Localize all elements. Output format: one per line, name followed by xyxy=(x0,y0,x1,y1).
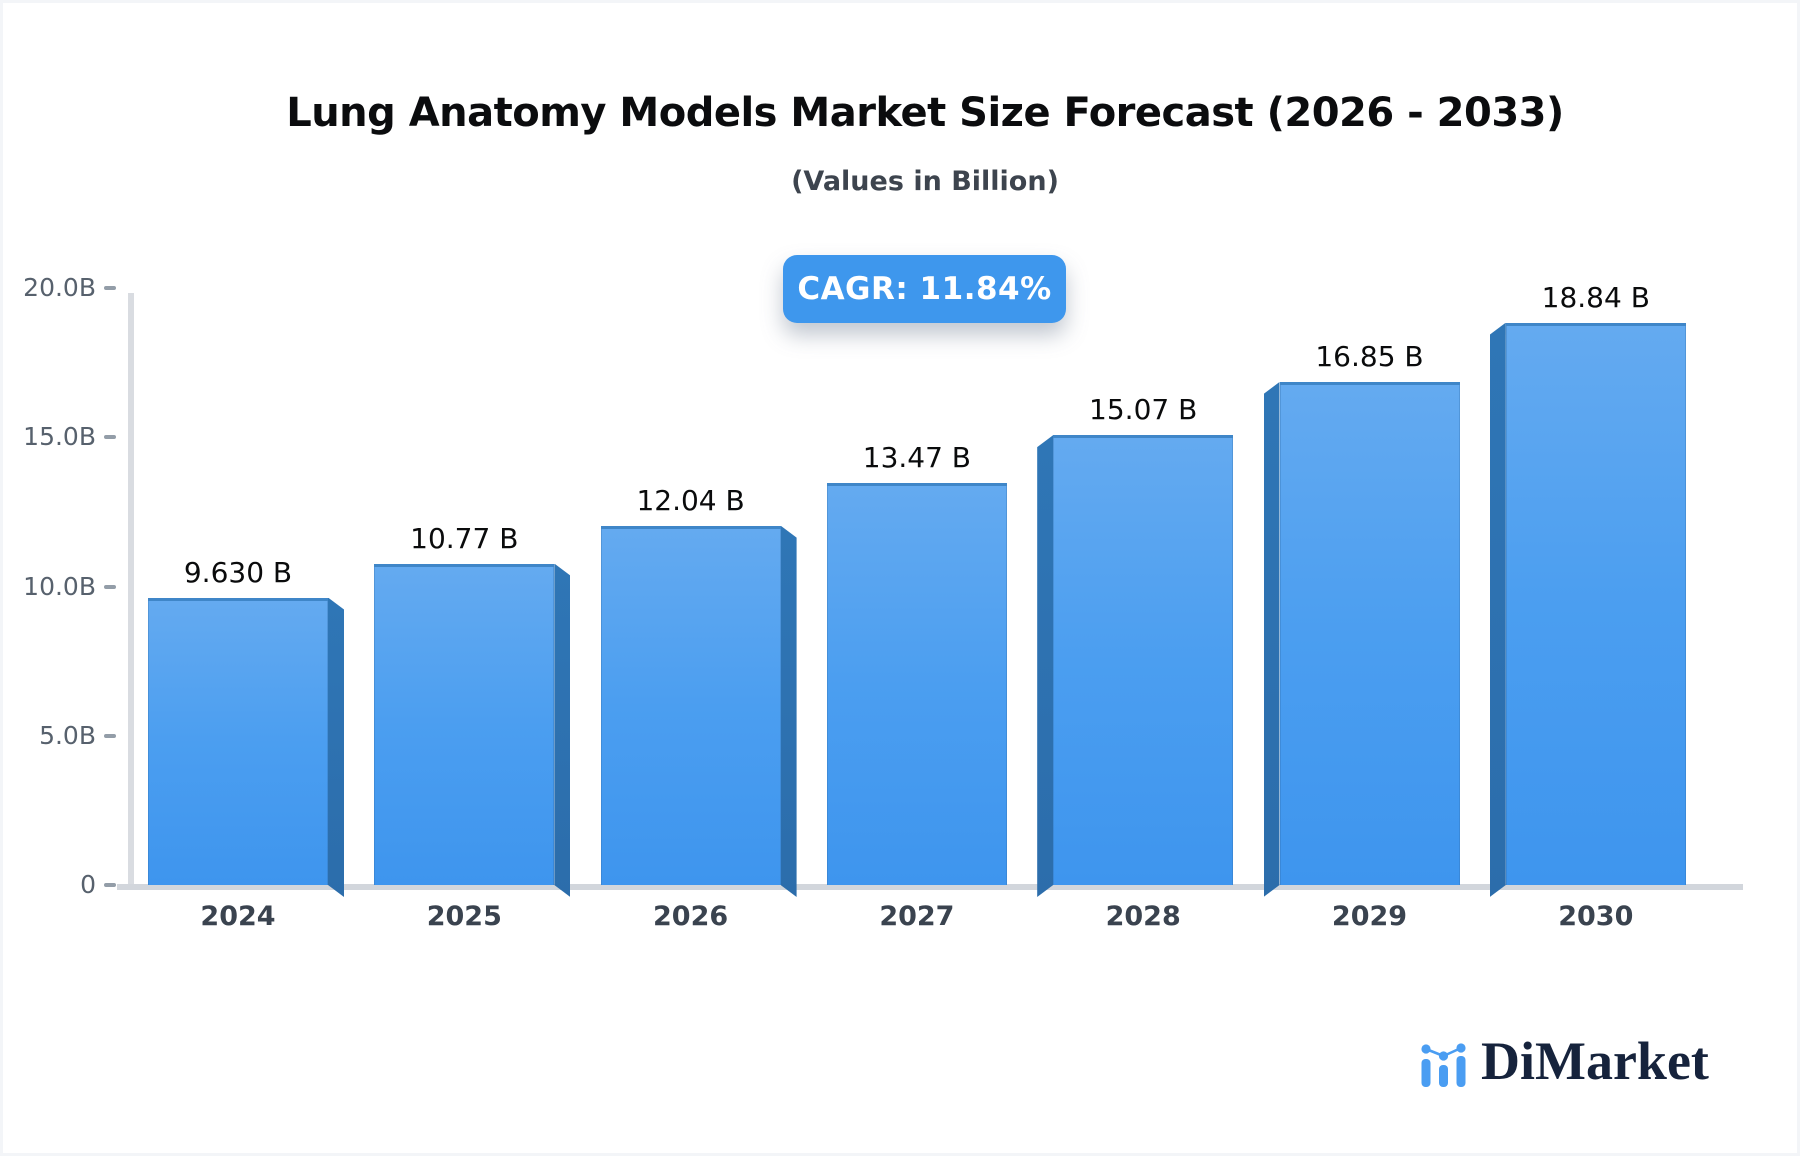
bar-3d-side xyxy=(781,526,797,897)
bar-3d-side xyxy=(1490,323,1506,897)
y-tick-mark xyxy=(104,286,116,290)
bar-value-label: 10.77 B xyxy=(410,521,519,555)
bar-2025 xyxy=(374,563,555,885)
y-tick-label: 20.0B xyxy=(23,273,96,302)
x-axis-label: 2024 xyxy=(200,901,276,932)
y-tick-mark xyxy=(104,733,116,738)
bar-3d-side xyxy=(554,564,570,897)
bar-value-label: 13.47 B xyxy=(862,440,972,474)
x-axis-baseline xyxy=(117,884,1743,890)
cagr-badge-label: CAGR: 11.84% xyxy=(797,271,1052,307)
bar-value-label: 12.04 B xyxy=(636,483,745,517)
bar-2024 xyxy=(148,597,328,885)
bar-2027 xyxy=(826,482,1007,885)
bar-2030 xyxy=(1505,322,1686,885)
y-tick-mark xyxy=(104,435,116,440)
cagr-badge: CAGR: 11.84% xyxy=(783,255,1066,323)
y-tick-label: 15.0B xyxy=(23,422,96,452)
x-axis-label: 2027 xyxy=(879,901,955,932)
bar-3d-side xyxy=(1264,382,1280,897)
y-axis-line xyxy=(128,293,134,884)
bar-value-label: 16.85 B xyxy=(1315,340,1424,374)
chart-title: Lung Anatomy Models Market Size Forecast… xyxy=(286,90,1564,136)
bar-2029 xyxy=(1279,382,1460,885)
bar-3d-side xyxy=(1037,435,1053,897)
y-tick-label: 5.0B xyxy=(39,720,96,750)
x-axis-label: 2025 xyxy=(426,901,502,932)
bar-value-label: 18.84 B xyxy=(1541,280,1650,314)
y-tick-mark xyxy=(104,584,116,589)
bar-trend-logo-icon xyxy=(1421,1043,1466,1088)
chart-subtitle: (Values in Billion) xyxy=(791,166,1059,197)
brand-logo: DiMarket xyxy=(1420,1031,1709,1091)
bar-3d-side xyxy=(328,598,344,897)
bar-2026 xyxy=(600,525,781,885)
y-tick-label: 10.0B xyxy=(23,571,96,601)
x-axis-label: 2029 xyxy=(1331,901,1408,932)
x-axis-label: 2030 xyxy=(1558,901,1634,932)
x-axis-label: 2026 xyxy=(653,901,729,932)
brand-name: DiMarket xyxy=(1481,1031,1709,1091)
x-axis-label: 2028 xyxy=(1105,901,1181,932)
bar-value-label: 9.630 B xyxy=(183,555,293,589)
y-tick-label: 0 xyxy=(80,870,96,899)
bar-value-label: 15.07 B xyxy=(1089,393,1198,427)
y-tick-mark xyxy=(104,883,116,887)
bar-2028 xyxy=(1053,435,1234,885)
